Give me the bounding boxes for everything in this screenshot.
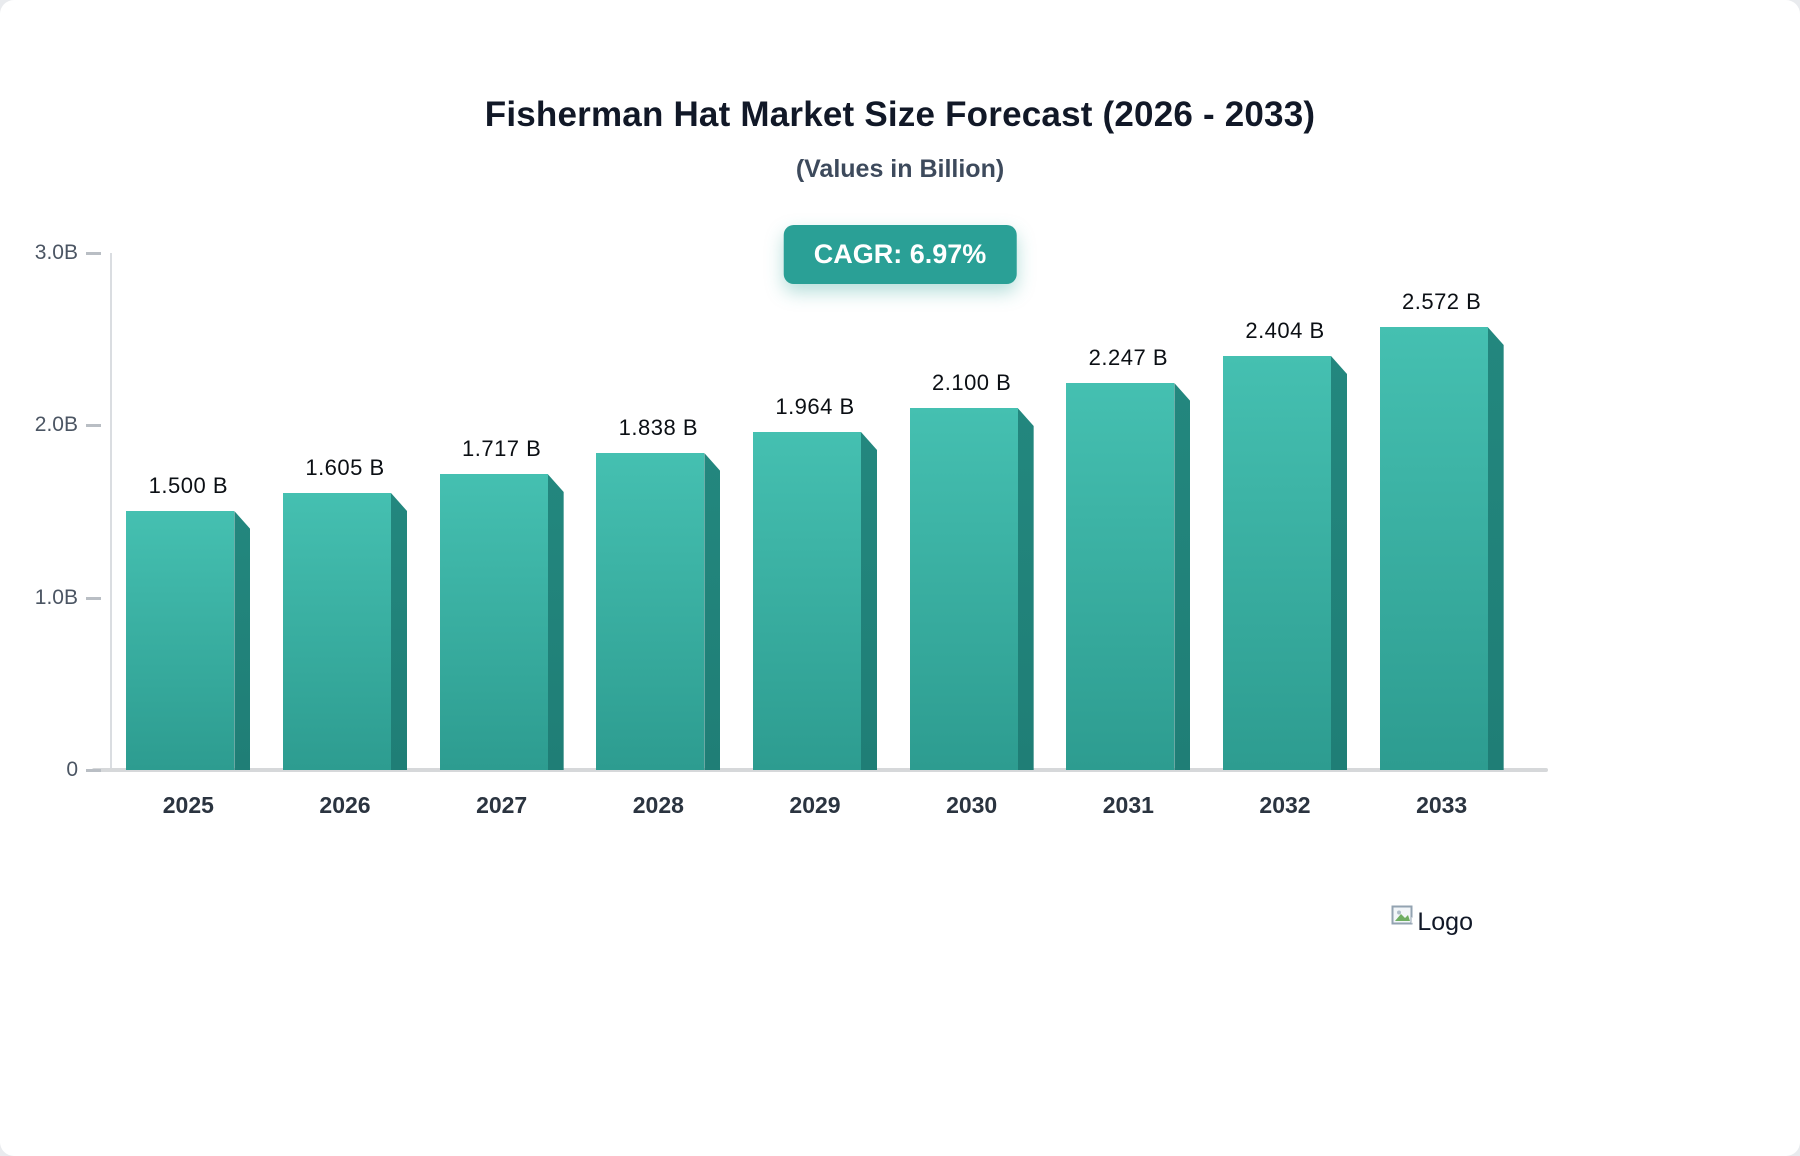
bar-side-2027 [547, 474, 564, 770]
bar-2033 [1379, 327, 1504, 770]
bar-front-2033 [1379, 327, 1488, 770]
bar-value-label-2031: 2.247 B [1088, 345, 1168, 370]
bar-front-2030 [909, 408, 1018, 770]
y-tick-label-0: 0 [66, 758, 78, 781]
bar-value-label-2030: 2.100 B [931, 370, 1012, 395]
bar-front-2025 [126, 511, 235, 770]
x-axis-label-2033: 2033 [1416, 792, 1468, 818]
bar-side-2033 [1487, 327, 1504, 770]
bar-front-2032 [1223, 356, 1331, 770]
bar-side-2029 [861, 432, 877, 770]
bar-front-2027 [439, 474, 548, 770]
logo: Logo [1391, 905, 1473, 937]
chart-title: Fisherman Hat Market Size Forecast (2026… [484, 95, 1316, 134]
bar-2032 [1223, 356, 1347, 770]
x-axis-label-2028: 2028 [632, 792, 684, 818]
x-axis-label-2032: 2032 [1259, 792, 1311, 818]
bar-chart: 0 1.0B 2.0B 3.0B 1.500 B 2025 1.605 B 2026 1.717… [35, 241, 1548, 818]
y-tick-mark [86, 596, 101, 600]
bar-side-2026 [391, 493, 407, 770]
x-axis-label-2030: 2030 [946, 792, 998, 818]
bar-side-2031 [1174, 383, 1191, 770]
y-tick-mark [86, 424, 101, 428]
bar-value-label-2026: 1.605 B [305, 455, 385, 480]
bar-value-label-2025: 1.500 B [148, 473, 229, 498]
bar-front-2029 [753, 432, 861, 770]
bar-side-2025 [234, 511, 251, 770]
x-axis-label-2026: 2026 [319, 792, 371, 818]
bar-2031 [1066, 383, 1191, 770]
bar-value-label-2032: 2.404 B [1245, 318, 1325, 343]
broken-image-icon [1391, 905, 1416, 934]
bar-2028 [596, 453, 721, 770]
bar-side-2028 [704, 453, 721, 770]
bar-value-label-2029: 1.964 B [775, 394, 855, 419]
bar-2026 [283, 493, 407, 770]
x-axis-baseline [92, 768, 1548, 772]
y-tick-mark [86, 252, 101, 255]
bar-value-label-2033: 2.572 B [1401, 289, 1482, 314]
x-axis-label-2029: 2029 [789, 792, 841, 818]
bar-2029 [753, 432, 877, 770]
cagr-badge: CAGR: 6.97% [783, 225, 1017, 284]
chart-header: Fisherman Hat Market Size Forecast (2026… [0, 0, 1800, 184]
bar-front-2026 [283, 493, 391, 770]
bar-value-label-2028: 1.838 B [618, 415, 698, 440]
bar-2030 [909, 408, 1034, 770]
bar-side-2030 [1017, 408, 1034, 770]
y-tick-label-1.0B: 1.0B [34, 585, 78, 609]
y-tick-mark [86, 769, 101, 772]
x-axis-label-2025: 2025 [162, 792, 214, 818]
bar-2025 [126, 511, 251, 770]
bar-2027 [439, 474, 564, 770]
x-axis-label-2031: 2031 [1102, 792, 1154, 818]
bar-front-2031 [1066, 383, 1175, 770]
y-tick-label-2.0B: 2.0B [34, 413, 78, 437]
chart-subtitle: (Values in Billion) [795, 155, 1005, 183]
y-tick-label-3.0B: 3.0B [34, 241, 78, 264]
bar-front-2028 [596, 453, 705, 770]
bar-side-2032 [1331, 356, 1347, 770]
logo-text: Logo [1417, 908, 1473, 936]
bar-value-label-2027: 1.717 B [461, 436, 542, 461]
x-axis-label-2027: 2027 [476, 792, 528, 818]
y-axis-line [110, 253, 112, 770]
